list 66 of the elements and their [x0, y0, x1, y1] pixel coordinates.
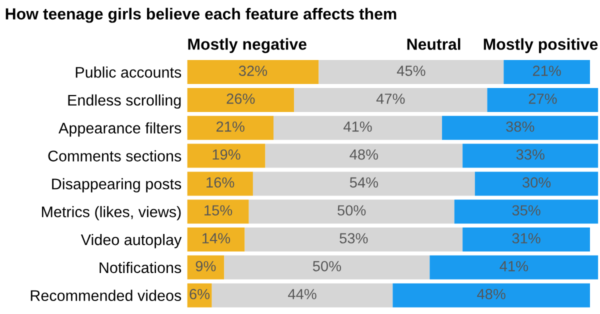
y-tick-label: Video autoplay	[80, 234, 182, 248]
y-tick-label: Public accounts	[76, 66, 182, 78]
bar	[265, 144, 463, 168]
data-label: 48%	[350, 149, 378, 160]
bar	[504, 60, 590, 84]
bar	[392, 283, 590, 308]
bar	[487, 88, 598, 112]
data-label: 26%	[226, 94, 255, 104]
data-label: 50%	[312, 261, 342, 272]
bar	[294, 88, 488, 112]
data-label: 54%	[350, 177, 378, 188]
data-label: 15%	[204, 205, 232, 216]
data-label: 9%	[196, 261, 216, 272]
bar	[187, 116, 274, 140]
data-label: 33%	[516, 149, 544, 160]
y-tick-label: Metrics (likes, views)	[42, 206, 181, 220]
data-label: 50%	[338, 205, 366, 216]
bar	[462, 144, 598, 168]
bar	[244, 228, 463, 252]
data-label: 21%	[532, 66, 561, 76]
bar	[212, 283, 393, 308]
bar	[430, 255, 598, 280]
bar	[187, 88, 294, 112]
bar	[442, 116, 598, 140]
data-label: 35%	[512, 205, 540, 216]
data-label: 27%	[528, 94, 557, 104]
bar	[187, 200, 249, 224]
series-label: Neutral	[407, 38, 460, 50]
data-label: 41%	[500, 261, 528, 272]
y-tick-label: Comments sections	[48, 150, 182, 162]
data-label: 31%	[512, 233, 540, 244]
bar	[224, 255, 430, 280]
data-label: 16%	[206, 177, 234, 188]
bar	[454, 200, 598, 224]
data-label: 44%	[288, 288, 316, 300]
data-label: 45%	[396, 66, 426, 76]
chart-title: How teenage girls believe each feature affects them	[6, 8, 396, 23]
data-label: 32%	[238, 66, 268, 76]
bar	[187, 172, 253, 196]
series-label: Mostly positive	[484, 38, 598, 54]
series-label: Mostly negative	[188, 38, 306, 54]
data-label: 14%	[202, 233, 230, 244]
bar	[187, 228, 245, 252]
data-label: 21%	[216, 121, 244, 132]
y-tick-label: Disappearing posts	[52, 178, 182, 192]
y-tick-label: Recommended videos	[30, 290, 182, 302]
data-label: 47%	[376, 94, 405, 104]
data-label: 48%	[477, 288, 506, 300]
bar	[274, 116, 442, 140]
data-label: 6%	[190, 288, 210, 300]
data-label: 41%	[344, 122, 372, 132]
bar	[474, 172, 598, 196]
bar	[252, 172, 475, 196]
bar	[462, 228, 590, 252]
bar	[187, 255, 224, 280]
y-tick-label: Notifications	[100, 262, 182, 274]
bar	[187, 144, 266, 168]
data-label: 38%	[506, 121, 534, 132]
bar	[187, 60, 319, 84]
data-label: 53%	[340, 233, 368, 244]
data-label: 30%	[522, 177, 551, 188]
data-label: 19%	[212, 149, 240, 160]
bar	[248, 200, 454, 224]
y-tick-label: Endless scrolling	[68, 94, 181, 109]
bar	[318, 60, 504, 84]
y-tick-label: Appearance filters	[58, 122, 182, 137]
